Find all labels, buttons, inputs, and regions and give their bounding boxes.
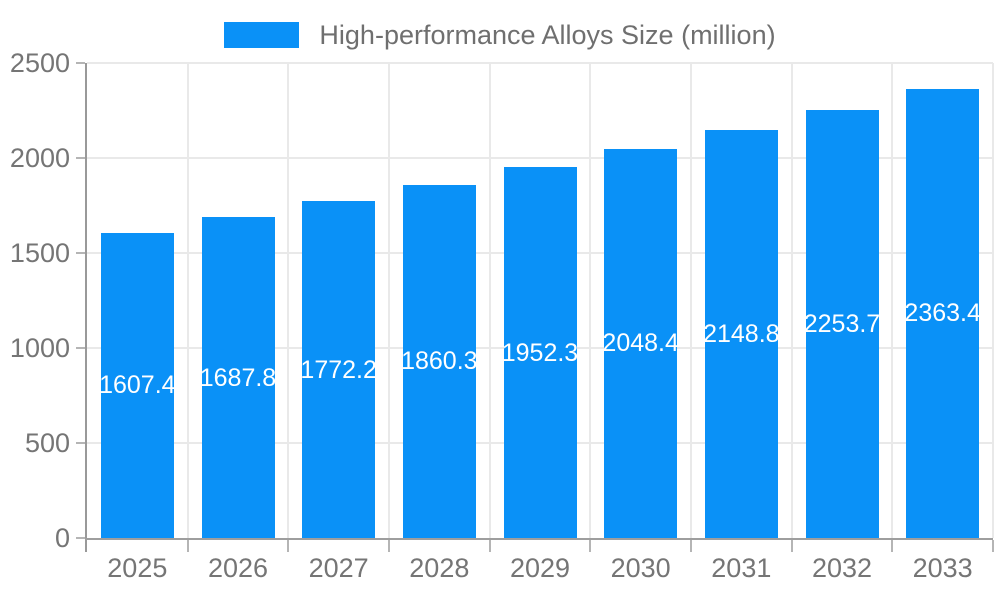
v-gridline: [488, 63, 491, 538]
bar: [704, 129, 778, 538]
bar-value-label: 1687.8: [199, 363, 277, 392]
y-axis-tick-label: 0: [54, 523, 70, 553]
x-axis-tick-label: 2028: [409, 553, 470, 583]
x-axis-tick-label: 2033: [912, 553, 973, 583]
x-tick: [992, 540, 994, 552]
y-tick: [76, 537, 85, 539]
x-axis-tick-label: 2025: [107, 553, 168, 583]
y-axis-line: [85, 63, 87, 552]
v-gridline: [388, 63, 390, 538]
legend-label: High-performance Alloys Size (million): [319, 20, 776, 50]
x-tick: [186, 540, 189, 552]
y-axis-tick-label: 1500: [9, 238, 70, 268]
x-tick: [690, 540, 692, 552]
x-axis-tick-label: 2031: [711, 553, 772, 583]
x-axis-tick-label: 2032: [811, 553, 873, 583]
bar-value-label: 1952.3: [501, 338, 579, 367]
bar: [201, 217, 275, 538]
y-axis-tick-label: 500: [24, 428, 70, 458]
v-gridline: [186, 63, 189, 538]
bar: [604, 148, 678, 538]
x-axis-tick-label: 2030: [610, 553, 671, 583]
plot-area: 1607.4 1687.8 1772.2 1860.3 1952.3 2048.4 2148…: [76, 62, 994, 552]
bar: [402, 184, 476, 538]
x-tick: [287, 540, 290, 552]
bar: [100, 232, 174, 538]
x-tick: [388, 540, 390, 552]
x-tick: [589, 540, 592, 552]
y-tick: [76, 442, 85, 444]
bar: [805, 109, 879, 538]
x-tick: [790, 540, 793, 552]
bar-value-label: 1607.4: [99, 371, 176, 400]
v-gridline: [790, 63, 793, 538]
y-axis-tick-label: 1000: [9, 333, 70, 363]
v-gridline: [690, 63, 692, 538]
v-gridline: [287, 63, 290, 538]
bar-value-label: 2363.4: [904, 299, 981, 328]
bar: [302, 201, 376, 538]
v-gridline: [589, 63, 592, 538]
y-axis-tick-label: 2500: [9, 48, 70, 78]
x-axis-line: [85, 538, 993, 540]
bar-value-label: 2148.8: [703, 319, 780, 348]
y-tick: [76, 157, 85, 159]
bar: [503, 167, 577, 538]
legend: High-performance Alloys Size (million): [0, 20, 1000, 50]
x-tick: [488, 540, 491, 552]
v-gridline: [891, 63, 894, 538]
bar-value-label: 1772.2: [300, 355, 377, 384]
bar-value-label: 1860.3: [401, 347, 478, 376]
x-axis-tick-label: 2027: [308, 553, 369, 583]
h-gridline: [87, 157, 993, 159]
x-axis-tick-label: 2026: [207, 553, 269, 583]
x-axis-tick-label: 2029: [509, 553, 571, 583]
y-tick: [76, 62, 85, 64]
bar-value-label: 2253.7: [803, 309, 881, 338]
x-tick: [891, 540, 894, 552]
h-gridline: [87, 62, 993, 64]
y-tick: [76, 347, 85, 349]
legend-swatch: [224, 22, 300, 48]
bar: [906, 88, 980, 538]
v-gridline: [992, 63, 994, 538]
bar-value-label: 2048.4: [602, 329, 679, 358]
y-axis-tick-label: 2000: [9, 143, 70, 173]
y-tick: [76, 252, 85, 254]
